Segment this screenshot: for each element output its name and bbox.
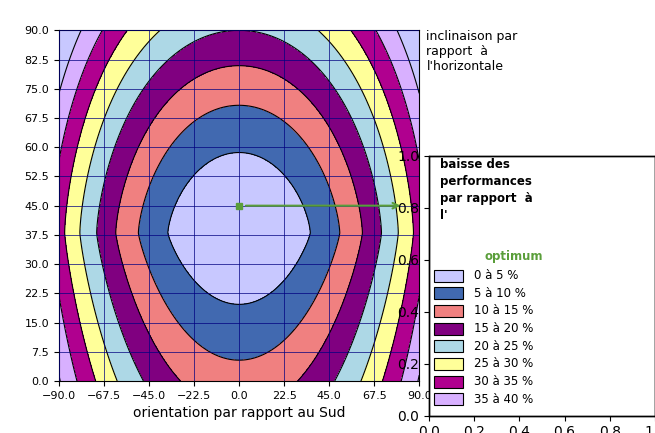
- Text: 10 à 15 %: 10 à 15 %: [474, 304, 534, 317]
- Text: 35 à 40 %: 35 à 40 %: [474, 393, 533, 406]
- Bar: [434, 270, 463, 281]
- Bar: [434, 376, 463, 388]
- Bar: [434, 288, 463, 299]
- Bar: [434, 340, 463, 352]
- Text: baisse des
performances
par rapport  à
l': baisse des performances par rapport à l': [440, 158, 533, 223]
- Text: 20 à 25 %: 20 à 25 %: [474, 339, 534, 352]
- Text: 5 à 10 %: 5 à 10 %: [474, 287, 526, 300]
- Bar: [434, 323, 463, 335]
- Bar: [434, 358, 463, 370]
- Text: 0 à 5 %: 0 à 5 %: [474, 269, 519, 282]
- Bar: [434, 305, 463, 317]
- X-axis label: orientation par rapport au Sud: orientation par rapport au Sud: [133, 406, 345, 420]
- Text: 15 à 20 %: 15 à 20 %: [474, 322, 534, 335]
- Text: 30 à 35 %: 30 à 35 %: [474, 375, 533, 388]
- Text: inclinaison par
rapport  à
l'horizontale: inclinaison par rapport à l'horizontale: [426, 30, 517, 73]
- Text: 25 à 30 %: 25 à 30 %: [474, 357, 533, 370]
- Bar: [434, 393, 463, 405]
- Text: optimum: optimum: [485, 250, 543, 263]
